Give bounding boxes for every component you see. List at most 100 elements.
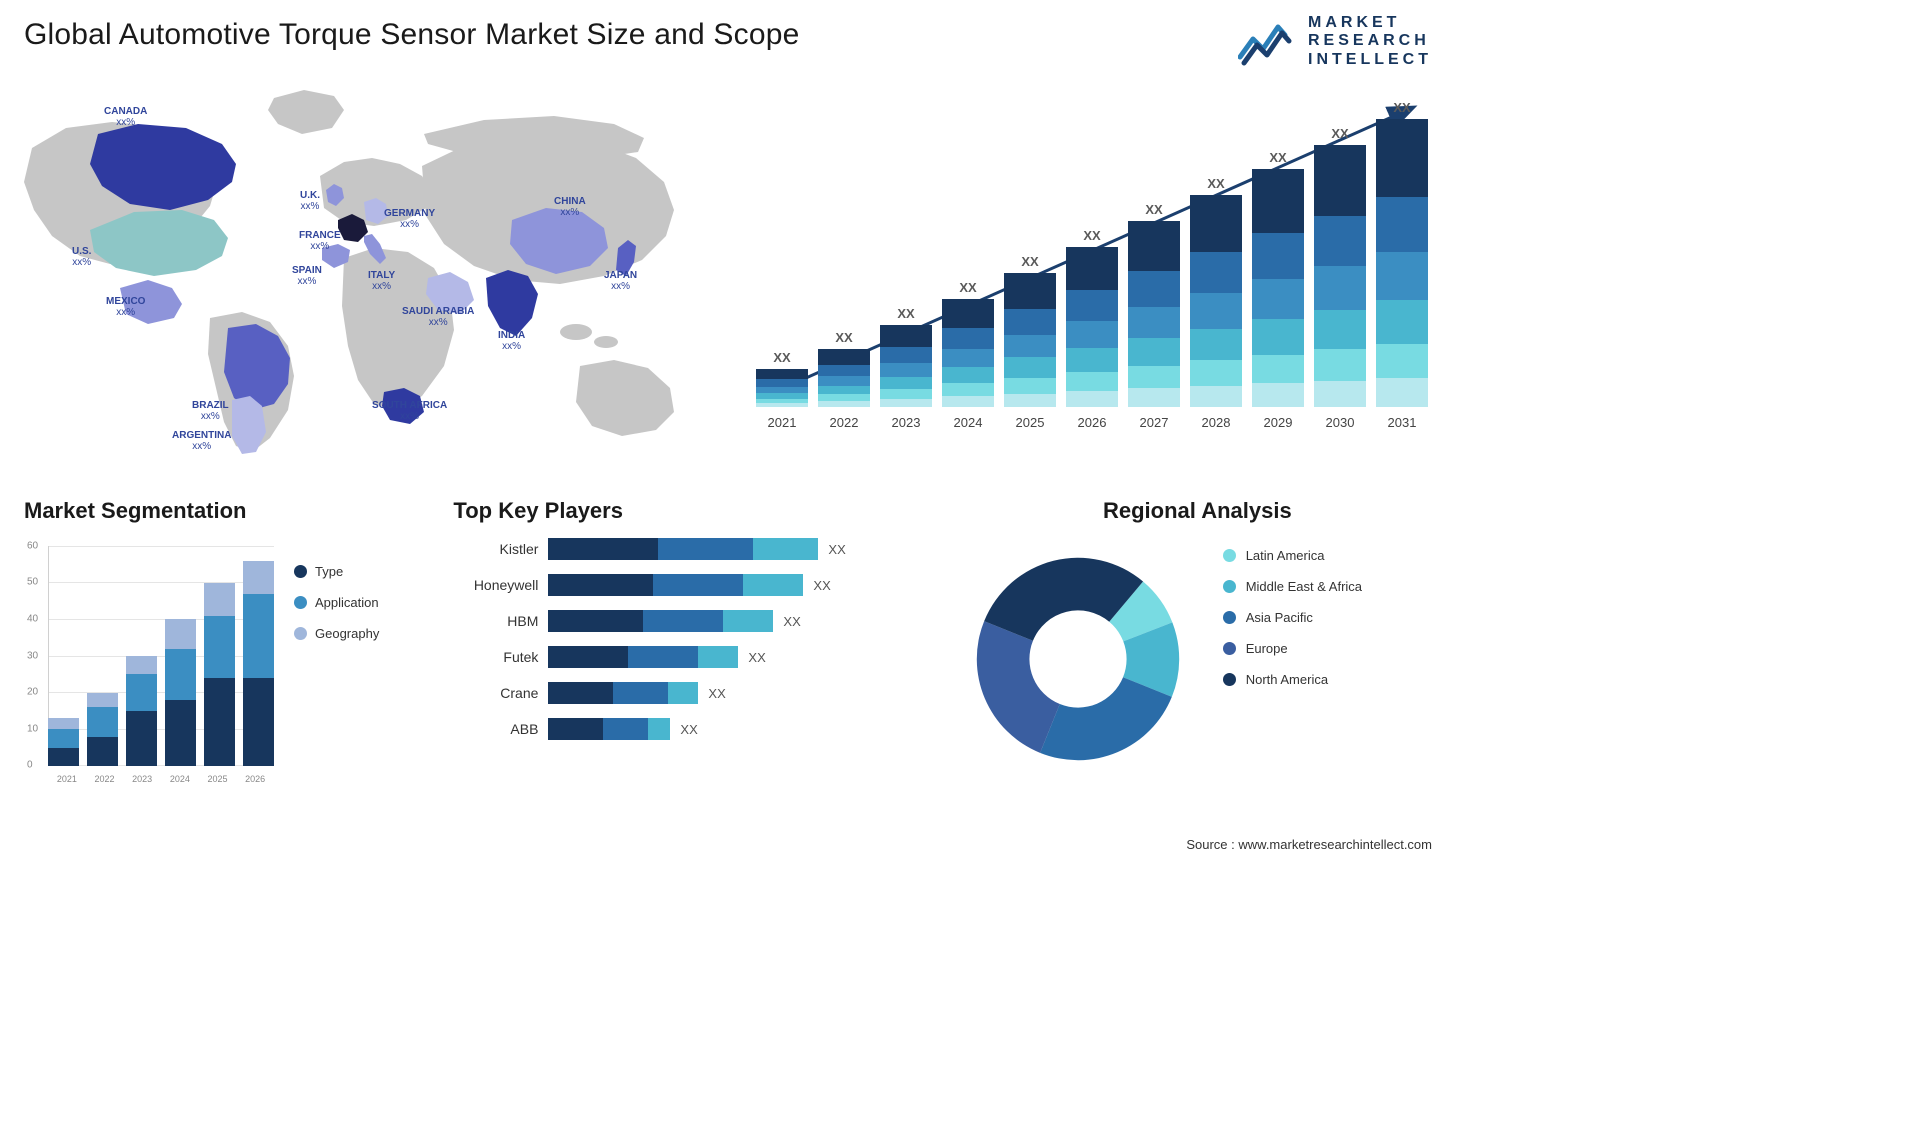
kp-row-kistler: KistlerXX	[453, 536, 922, 562]
growth-segment	[942, 349, 994, 367]
seg-legend-item: Type	[294, 564, 379, 579]
seg-xtick: 2021	[57, 774, 77, 784]
seg-segment	[165, 619, 196, 648]
kp-row-hbm: HBMXX	[453, 608, 922, 634]
seg-xtick: 2022	[94, 774, 114, 784]
seg-segment	[48, 718, 79, 729]
legend-label: Latin America	[1246, 548, 1325, 563]
growth-segment	[1066, 290, 1118, 320]
growth-bar-label: XX	[959, 280, 976, 295]
kp-value-label: XX	[708, 686, 725, 701]
seg-segment	[126, 656, 157, 674]
growth-bar-label: XX	[1145, 202, 1162, 217]
growth-chart: XX2021XX2022XX2023XX2024XX2025XX2026XX20…	[752, 90, 1432, 460]
growth-year-label: 2029	[1264, 415, 1293, 430]
growth-segment	[818, 365, 870, 376]
kp-value-label: XX	[748, 650, 765, 665]
growth-segment	[1314, 145, 1366, 216]
map-label-u-s-: U.S.xx%	[72, 246, 91, 268]
growth-col-2026: XX2026	[1066, 228, 1118, 430]
legend-dot-icon	[1223, 642, 1236, 655]
growth-segment	[818, 386, 870, 395]
seg-ytick: 50	[27, 577, 38, 588]
growth-segment	[1252, 279, 1304, 319]
map-label-brazil: BRAZILxx%	[192, 400, 229, 422]
reg-legend-item: North America	[1223, 672, 1362, 687]
kp-name: Crane	[453, 685, 548, 701]
regional-legend: Latin AmericaMiddle East & AfricaAsia Pa…	[1223, 536, 1362, 774]
kp-segment	[698, 646, 738, 668]
map-label-italy: ITALYxx%	[368, 270, 395, 292]
reg-legend-item: Latin America	[1223, 548, 1362, 563]
map-label-u-k-: U.K.xx%	[300, 190, 320, 212]
kp-segment	[743, 574, 803, 596]
growth-segment	[880, 377, 932, 389]
seg-xtick: 2024	[170, 774, 190, 784]
seg-segment	[165, 649, 196, 700]
growth-col-2027: XX2027	[1128, 202, 1180, 430]
key-players-title: Top Key Players	[453, 498, 922, 524]
growth-segment	[942, 299, 994, 328]
growth-segment	[818, 394, 870, 401]
legend-label: Application	[315, 595, 379, 610]
seg-segment	[204, 678, 235, 766]
kp-segment	[668, 682, 698, 704]
growth-segment	[880, 325, 932, 347]
seg-ytick: 60	[27, 541, 38, 552]
donut-slice	[977, 621, 1060, 753]
kp-row-honeywell: HoneywellXX	[453, 572, 922, 598]
legend-dot-icon	[1223, 611, 1236, 624]
legend-dot-icon	[1223, 673, 1236, 686]
growth-segment	[1004, 378, 1056, 394]
map-label-france: FRANCExx%	[299, 230, 341, 252]
growth-segment	[1314, 381, 1366, 407]
growth-col-2029: XX2029	[1252, 150, 1304, 430]
seg-segment	[243, 594, 274, 678]
seg-ytick: 20	[27, 686, 38, 697]
world-map-svg	[24, 80, 704, 460]
growth-segment	[1190, 293, 1242, 329]
kp-row-abb: ABBXX	[453, 716, 922, 742]
seg-ytick: 10	[27, 723, 38, 734]
growth-year-label: 2028	[1202, 415, 1231, 430]
seg-legend-item: Geography	[294, 626, 379, 641]
map-label-mexico: MEXICOxx%	[106, 296, 145, 318]
growth-segment	[1128, 338, 1180, 366]
kp-row-crane: Crane XX	[453, 680, 922, 706]
regional-donut-chart	[963, 544, 1193, 774]
kp-name: HBM	[453, 613, 548, 629]
donut-slice	[1040, 677, 1172, 760]
reg-legend-item: Asia Pacific	[1223, 610, 1362, 625]
kp-segment	[643, 610, 723, 632]
map-label-germany: GERMANYxx%	[384, 208, 435, 230]
growth-segment	[1004, 357, 1056, 377]
logo-mark-icon	[1238, 17, 1298, 67]
kp-name: Futek	[453, 649, 548, 665]
growth-segment	[1190, 329, 1242, 361]
growth-segment	[1376, 252, 1428, 301]
growth-bar-label: XX	[773, 350, 790, 365]
kp-segment	[648, 718, 670, 740]
growth-segment	[1376, 344, 1428, 379]
kp-segment	[658, 538, 753, 560]
growth-bar-label: XX	[1393, 100, 1410, 115]
regional-title: Regional Analysis	[963, 498, 1432, 524]
reg-legend-item: Europe	[1223, 641, 1362, 656]
legend-label: Type	[315, 564, 343, 579]
growth-segment	[1314, 310, 1366, 349]
map-label-spain: SPAINxx%	[292, 265, 322, 287]
kp-name: Honeywell	[453, 577, 548, 593]
growth-segment	[1190, 360, 1242, 385]
seg-ytick: 30	[27, 650, 38, 661]
growth-segment	[1252, 169, 1304, 233]
growth-segment	[1128, 271, 1180, 306]
growth-year-label: 2026	[1078, 415, 1107, 430]
growth-segment	[818, 376, 870, 386]
growth-segment	[880, 363, 932, 377]
growth-segment	[1376, 119, 1428, 197]
growth-segment	[1066, 391, 1118, 407]
growth-bar-label: XX	[1021, 254, 1038, 269]
kp-segment	[548, 682, 613, 704]
logo-line2: RESEARCH	[1308, 32, 1432, 50]
kp-segment	[653, 574, 743, 596]
